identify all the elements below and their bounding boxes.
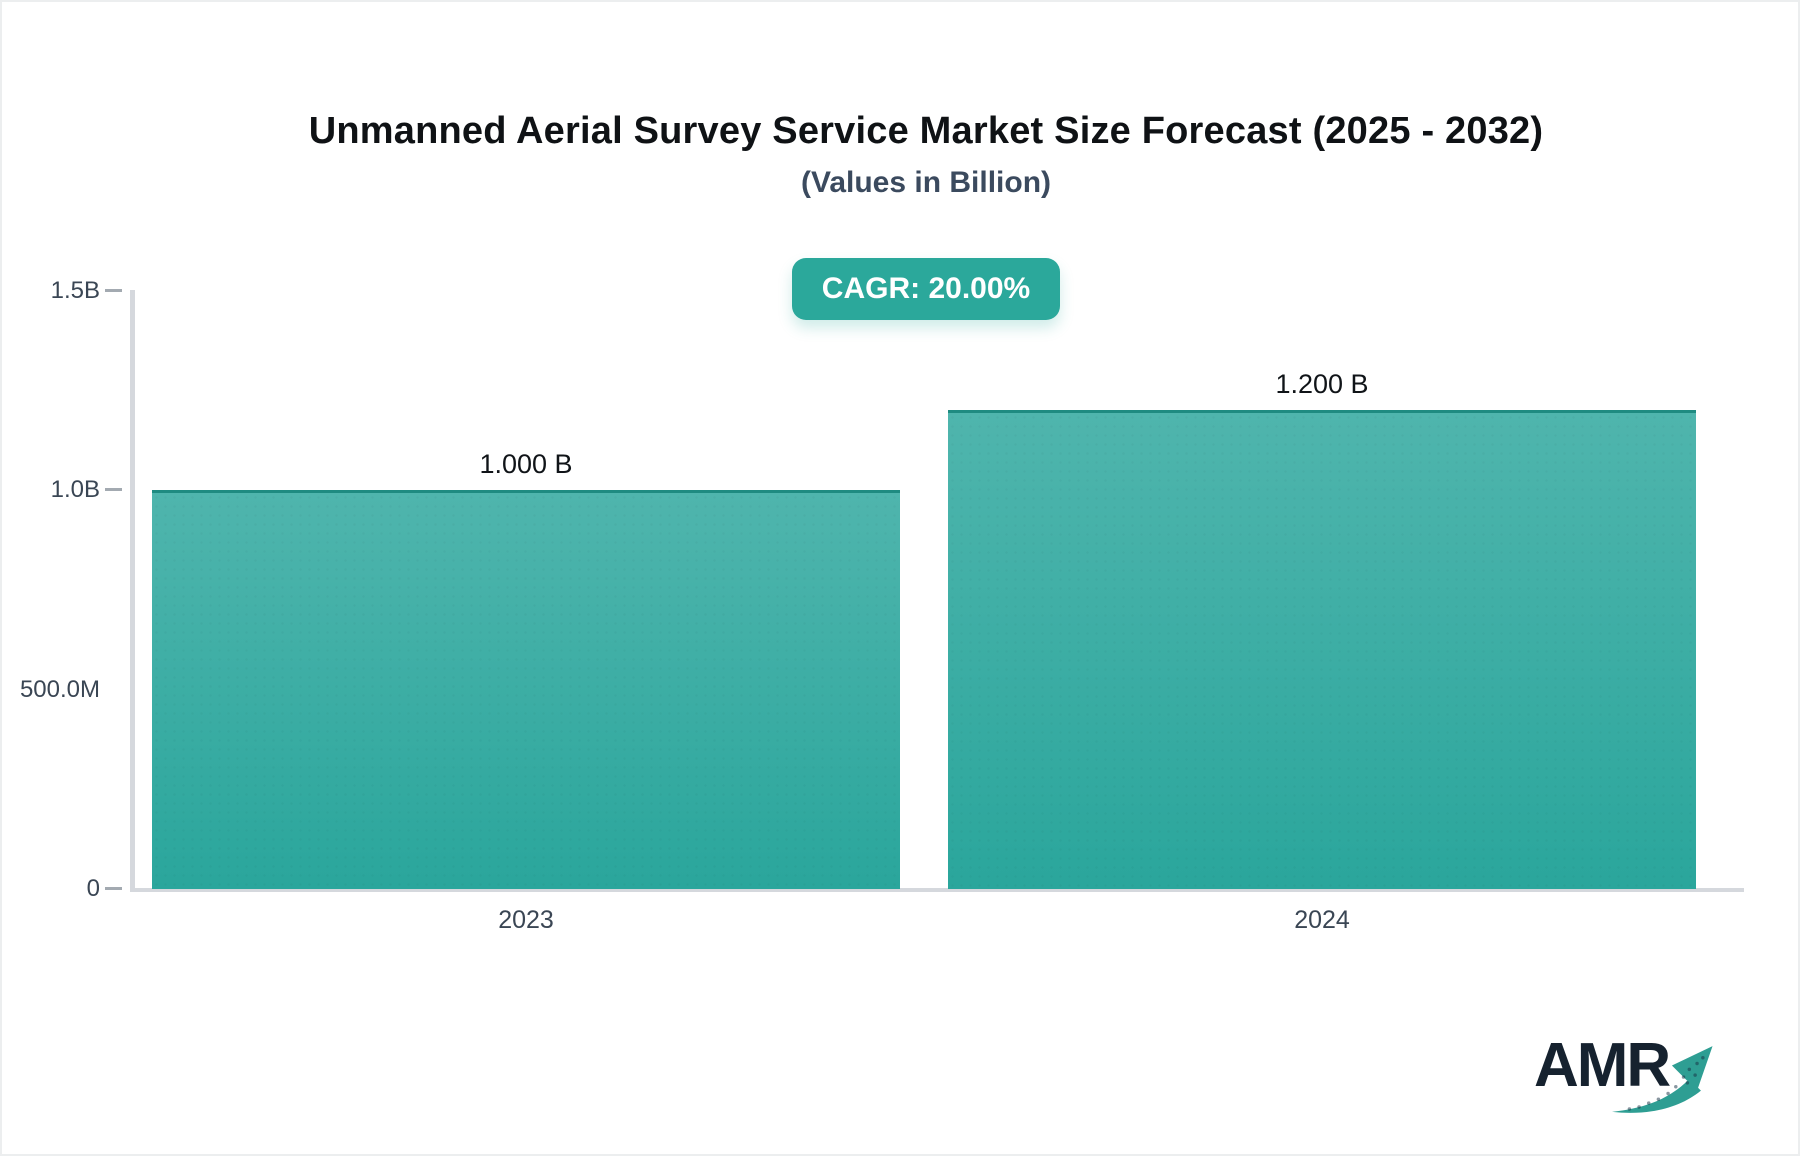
growth-arrow-icon xyxy=(1612,1046,1713,1113)
amr-logo: AMR xyxy=(1534,1030,1754,1130)
chart-subtitle: (Values in Billion) xyxy=(800,166,1052,199)
bar-2024[interactable] xyxy=(948,410,1696,889)
bar-2023[interactable] xyxy=(152,490,900,889)
y-axis-label: 1.5B xyxy=(50,276,100,304)
chart-title: Unmanned Aerial Survey Service Market Si… xyxy=(308,110,1544,152)
x-axis-label-2024: 2024 xyxy=(1294,906,1350,934)
amr-logo-text: AMR xyxy=(1534,1031,1671,1100)
y-axis-tick xyxy=(105,887,122,890)
y-axis-label: 0 xyxy=(86,875,100,902)
cagr-badge-row: CAGR: 20.00% xyxy=(50,258,1798,320)
cagr-badge: CAGR: 20.00% xyxy=(791,258,1061,320)
y-axis-label: 500.0M xyxy=(19,675,100,703)
y-axis-line xyxy=(130,290,135,890)
bar-value-label: 1.000 B xyxy=(479,449,573,479)
y-axis-label: 1.0B xyxy=(50,476,100,503)
bar-value-label: 1.200 B xyxy=(1275,369,1369,400)
y-axis-tick xyxy=(105,488,122,491)
x-axis-line xyxy=(130,888,1744,892)
y-axis-tick xyxy=(105,288,122,292)
x-axis-label-2023: 2023 xyxy=(498,906,554,934)
